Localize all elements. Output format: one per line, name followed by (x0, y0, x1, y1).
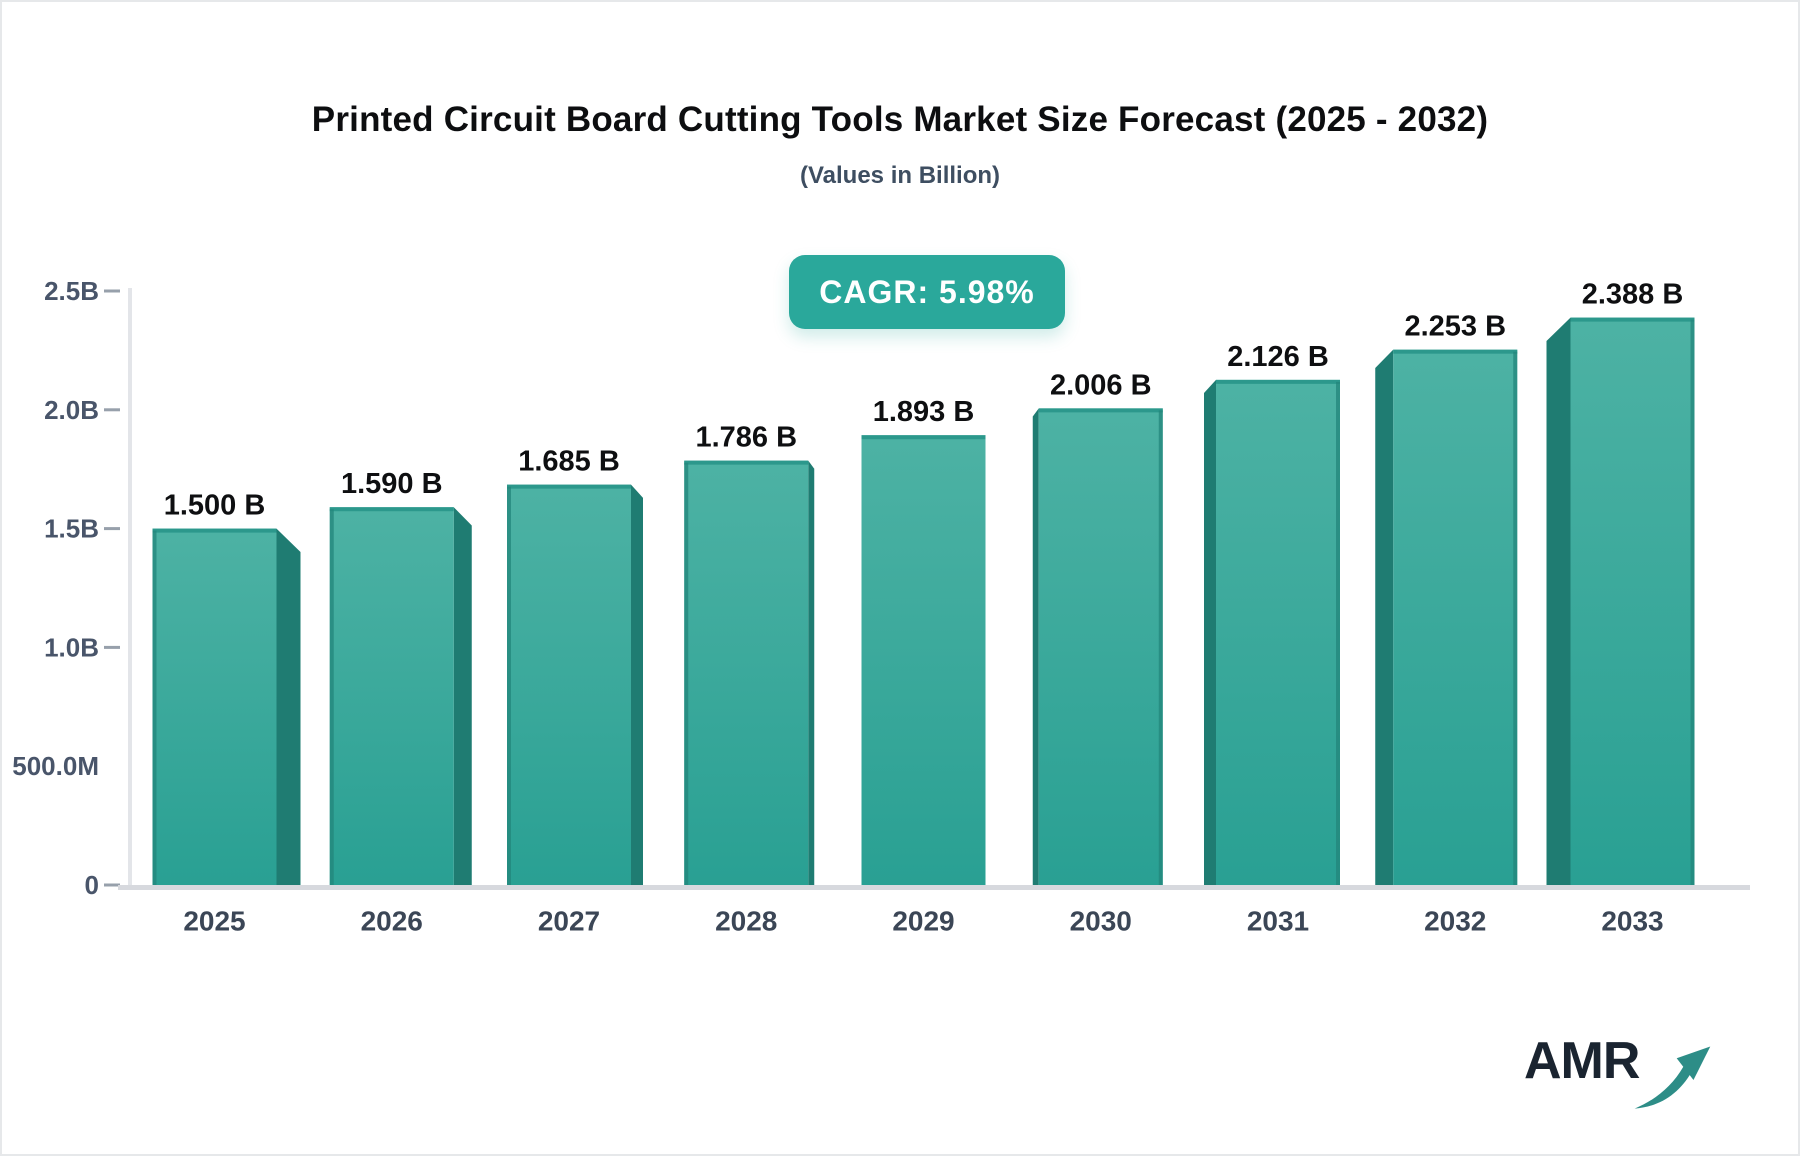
x-tick-label-2031: 2031 (1247, 906, 1309, 937)
bar-2028 (684, 460, 809, 885)
bar-left-edge-2027 (507, 486, 511, 885)
y-tick-label-500.0M: 500.0M (12, 751, 99, 781)
bar-value-label-2029: 1.893 B (873, 396, 975, 428)
bar-right-edge-2030 (1158, 410, 1163, 885)
y-tick-label-1.5B: 1.5B (44, 514, 99, 544)
x-tick-label-2028: 2028 (715, 906, 777, 937)
bar-2032 (1393, 349, 1518, 885)
bar-value-label-2031: 2.126 B (1227, 341, 1329, 373)
bar-top-edge-2025 (152, 528, 277, 533)
amr-logo: AMR (1524, 1034, 1764, 1124)
x-tick-label-2029: 2029 (892, 906, 954, 937)
y-tick-mark-1.5B (104, 527, 120, 531)
bar-side-face-2026 (453, 507, 472, 889)
y-tick-label-2.5B: 2.5B (44, 276, 99, 306)
bar-top-edge-2026 (329, 507, 454, 512)
y-tick-mark-2.5B (104, 289, 120, 293)
bar-2025 (152, 528, 277, 885)
bar-side-face-2025 (276, 528, 301, 889)
bar-left-edge-2028 (684, 462, 689, 885)
chart-title: Printed Circuit Board Cutting Tools Mark… (311, 100, 1489, 139)
y-tick-label-2.0B: 2.0B (44, 395, 99, 425)
bar-top-edge-2031 (1216, 379, 1340, 384)
bar-2027 (507, 484, 631, 885)
x-tick-label-2025: 2025 (183, 906, 245, 937)
bar-value-label-2032: 2.253 B (1404, 311, 1506, 343)
bar-value-label-2026: 1.590 B (341, 468, 443, 500)
bar-top-edge-2032 (1393, 349, 1518, 354)
bar-value-label-2025: 1.500 B (164, 490, 266, 522)
bar-left-edge-2026 (329, 509, 334, 885)
trend-up-arrow-icon (1635, 1046, 1711, 1109)
y-tick-mark-1.0B (104, 645, 120, 649)
cagr-badge: CAGR: 5.98% (789, 255, 1065, 329)
bar-top-edge-2028 (684, 460, 809, 465)
bar-top-edge-2030 (1038, 408, 1163, 413)
y-tick-mark-0 (104, 883, 120, 887)
amr-logo-text: AMR (1524, 1032, 1640, 1090)
bar-value-label-2027: 1.685 B (518, 446, 620, 478)
bar-top-edge-2029 (861, 435, 986, 440)
bar-2031 (1216, 379, 1340, 885)
bar-top-edge-2027 (507, 484, 631, 489)
y-tick-mark-2.0B (104, 408, 120, 412)
y-tick-label-0: 0 (85, 870, 99, 900)
x-tick-label-2032: 2032 (1424, 906, 1486, 937)
y-tick-label-1.0B: 1.0B (44, 632, 99, 662)
y-axis-line (128, 288, 132, 885)
bar-side-face-2031 (1204, 379, 1216, 889)
bar-top-edge-2033 (1570, 317, 1695, 322)
bar-2030 (1038, 408, 1163, 885)
bar-side-face-2033 (1546, 317, 1571, 889)
bar-value-label-2028: 1.786 B (695, 422, 797, 454)
chart-subtitle: (Values in Billion) (799, 162, 1001, 189)
cagr-badge-label: CAGR: 5.98% (819, 273, 1035, 310)
bar-left-edge-2025 (152, 530, 157, 885)
bar-side-face-2028 (808, 460, 815, 889)
bar-value-label-2033: 2.388 B (1582, 279, 1684, 311)
x-tick-label-2030: 2030 (1070, 906, 1132, 937)
bar-right-edge-2031 (1336, 381, 1340, 885)
bar-right-edge-2032 (1513, 351, 1518, 885)
bar-side-face-2032 (1375, 349, 1394, 889)
x-tick-label-2033: 2033 (1601, 906, 1663, 937)
bar-2026 (329, 507, 454, 885)
bar-value-label-2030: 2.006 B (1050, 369, 1152, 401)
bar-side-face-2030 (1032, 408, 1039, 889)
bar-side-face-2027 (631, 484, 643, 889)
bar-2033 (1570, 317, 1695, 885)
x-tick-label-2027: 2027 (538, 906, 600, 937)
bar-right-edge-2033 (1690, 319, 1695, 885)
bar-2029 (861, 435, 986, 885)
x-tick-label-2026: 2026 (361, 906, 423, 937)
x-axis-line (118, 885, 1750, 890)
